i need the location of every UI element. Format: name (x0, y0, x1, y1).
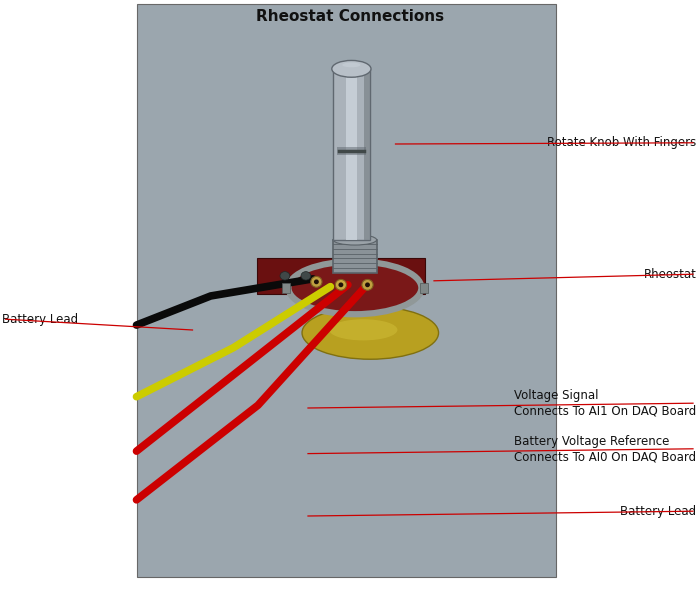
Bar (364, 69, 370, 240)
Text: Battery Voltage Reference
Connects To AI0 On DAQ Board: Battery Voltage Reference Connects To AI… (514, 434, 696, 463)
Ellipse shape (333, 235, 377, 245)
Point (689, 508, 697, 515)
Point (335, 148, 343, 155)
Text: Battery Lead: Battery Lead (620, 505, 696, 518)
Bar (281, 283, 290, 293)
Ellipse shape (332, 61, 371, 77)
Bar (136, 262, 556, 291)
Text: Battery Lead: Battery Lead (2, 313, 78, 326)
Ellipse shape (329, 319, 398, 340)
Bar (333, 240, 377, 273)
Point (329, 250, 337, 257)
Bar (136, 463, 556, 491)
Point (304, 450, 312, 457)
Point (689, 271, 697, 278)
Bar (136, 90, 556, 119)
Bar (136, 319, 556, 348)
Bar (136, 61, 556, 90)
Point (689, 400, 697, 407)
Point (689, 445, 697, 452)
Ellipse shape (302, 307, 438, 359)
Bar (136, 548, 556, 577)
Point (329, 255, 337, 262)
Point (372, 255, 381, 262)
Bar (136, 148, 556, 176)
Bar (420, 283, 428, 293)
Ellipse shape (311, 277, 322, 287)
Point (372, 241, 381, 248)
Bar (136, 233, 556, 262)
Point (304, 512, 312, 520)
Bar (136, 405, 556, 434)
Point (372, 260, 381, 267)
Circle shape (301, 272, 311, 280)
Ellipse shape (314, 280, 319, 284)
Bar (136, 4, 556, 33)
Point (329, 260, 337, 267)
Point (1, 316, 10, 323)
Bar (333, 69, 342, 240)
Line: 2 pts: 2 pts (434, 274, 693, 281)
Text: Rheostat Connections: Rheostat Connections (256, 9, 444, 24)
Bar (136, 4, 556, 577)
Line: 2 pts: 2 pts (6, 319, 192, 330)
Line: 2 pts: 2 pts (308, 403, 693, 408)
Polygon shape (257, 258, 425, 294)
Bar (136, 520, 556, 548)
Circle shape (280, 272, 290, 280)
Ellipse shape (365, 283, 370, 287)
Ellipse shape (339, 283, 343, 287)
Ellipse shape (290, 263, 420, 313)
Bar (136, 119, 556, 148)
Bar (136, 33, 556, 61)
Line: 2 pts: 2 pts (308, 449, 693, 454)
Point (329, 241, 337, 248)
Line: 2 pts: 2 pts (308, 511, 693, 516)
Point (372, 265, 381, 272)
Point (372, 245, 381, 253)
Ellipse shape (362, 280, 373, 290)
Bar (136, 491, 556, 520)
Point (304, 404, 312, 412)
Point (391, 140, 400, 148)
Bar (346, 69, 357, 240)
Line: 2 pts: 2 pts (395, 143, 693, 144)
Text: Voltage Signal
Connects To AI1 On DAQ Board: Voltage Signal Connects To AI1 On DAQ Bo… (514, 389, 696, 418)
Point (430, 277, 438, 284)
Text: Rotate Knob With Fingers: Rotate Knob With Fingers (547, 136, 696, 149)
Point (372, 250, 381, 257)
Point (689, 139, 697, 146)
Point (329, 265, 337, 272)
Bar (136, 176, 556, 205)
Text: Rheostat: Rheostat (643, 268, 696, 281)
Bar (136, 377, 556, 406)
Bar (136, 205, 556, 233)
Bar (136, 290, 556, 319)
Point (188, 326, 197, 334)
Bar (136, 348, 556, 377)
Ellipse shape (342, 62, 360, 67)
Point (329, 245, 337, 253)
Bar (333, 69, 370, 240)
Bar (337, 148, 366, 155)
Point (360, 148, 368, 155)
Bar (136, 434, 556, 463)
Ellipse shape (335, 280, 346, 290)
